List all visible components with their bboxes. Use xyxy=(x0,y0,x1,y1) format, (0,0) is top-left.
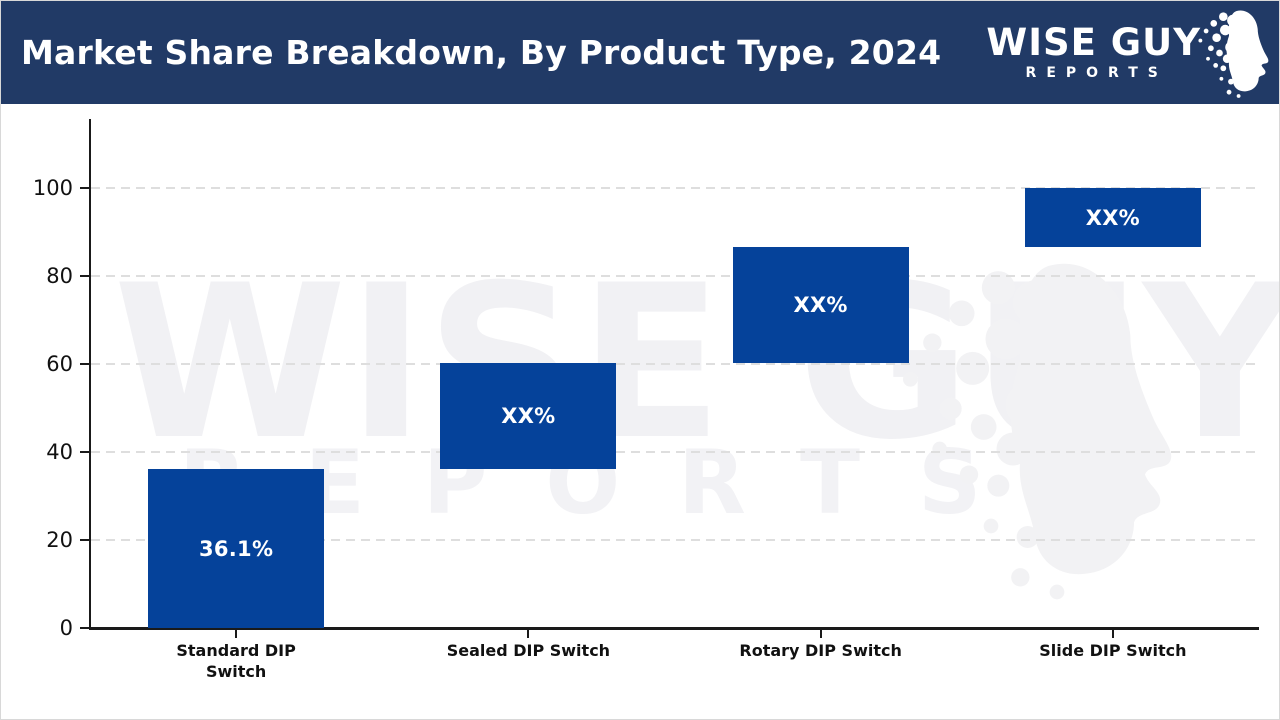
logo-subtitle: REPORTS xyxy=(1025,65,1168,81)
y-tick-mark-60 xyxy=(80,363,89,365)
y-tick-label-100: 100 xyxy=(32,176,73,200)
y-tick-label-20: 20 xyxy=(46,528,73,552)
gridline-80 xyxy=(91,275,1259,277)
gridline-60 xyxy=(91,363,1259,365)
y-tick-label-40: 40 xyxy=(46,440,73,464)
wise-guy-reports-logo: WISE GUY REPORTS xyxy=(986,5,1279,101)
y-tick-mark-0 xyxy=(80,627,89,629)
bar-slide-dip-switch: XX% xyxy=(1024,188,1201,248)
y-tick-mark-80 xyxy=(80,275,89,277)
y-tick-mark-40 xyxy=(80,451,89,453)
y-tick-mark-100 xyxy=(80,187,89,189)
gridline-100 xyxy=(91,187,1259,189)
x-tick-mark-sealed-dip-switch xyxy=(527,630,530,638)
x-category-label-slide-dip-switch: Slide DIP Switch xyxy=(1039,641,1187,660)
x-tick-mark-rotary-dip-switch xyxy=(819,630,822,638)
x-tick-mark-slide-dip-switch xyxy=(1111,630,1114,638)
chart-title: Market Share Breakdown, By Product Type,… xyxy=(21,33,942,72)
watermark-face-profile-icon xyxy=(903,263,1172,600)
bar-rotary-dip-switch: XX% xyxy=(732,247,909,364)
x-tick-mark-standard-dip-switch xyxy=(235,630,238,638)
bar-value-label-sealed-dip-switch: XX% xyxy=(501,404,556,429)
x-axis-line xyxy=(89,627,1259,630)
bar-value-label-slide-dip-switch: XX% xyxy=(1085,205,1141,230)
y-tick-label-80: 80 xyxy=(46,264,73,288)
y-axis-line xyxy=(89,119,91,629)
x-category-label-sealed-dip-switch: Sealed DIP Switch xyxy=(446,641,611,660)
header-bar: Market Share Breakdown, By Product Type,… xyxy=(1,1,1279,104)
bar-sealed-dip-switch: XX% xyxy=(440,363,617,470)
x-category-label-standard-dip-switch: Standard DIP Switch xyxy=(176,641,296,681)
y-tick-label-60: 60 xyxy=(46,352,73,376)
logo-face-profile-icon xyxy=(1198,9,1269,98)
bar-value-label-rotary-dip-switch: XX% xyxy=(793,293,848,318)
bar-value-label-standard-dip-switch: 36.1% xyxy=(198,536,274,561)
y-tick-label-0: 0 xyxy=(59,616,73,640)
y-tick-mark-20 xyxy=(80,539,89,541)
gridline-40 xyxy=(91,451,1259,453)
x-category-label-rotary-dip-switch: Rotary DIP Switch xyxy=(739,641,902,660)
logo-name: WISE GUY xyxy=(986,21,1201,64)
bar-standard-dip-switch: 36.1% xyxy=(148,469,325,628)
gridline-20 xyxy=(91,539,1259,541)
logo-text: WISE GUY REPORTS xyxy=(986,24,1201,81)
